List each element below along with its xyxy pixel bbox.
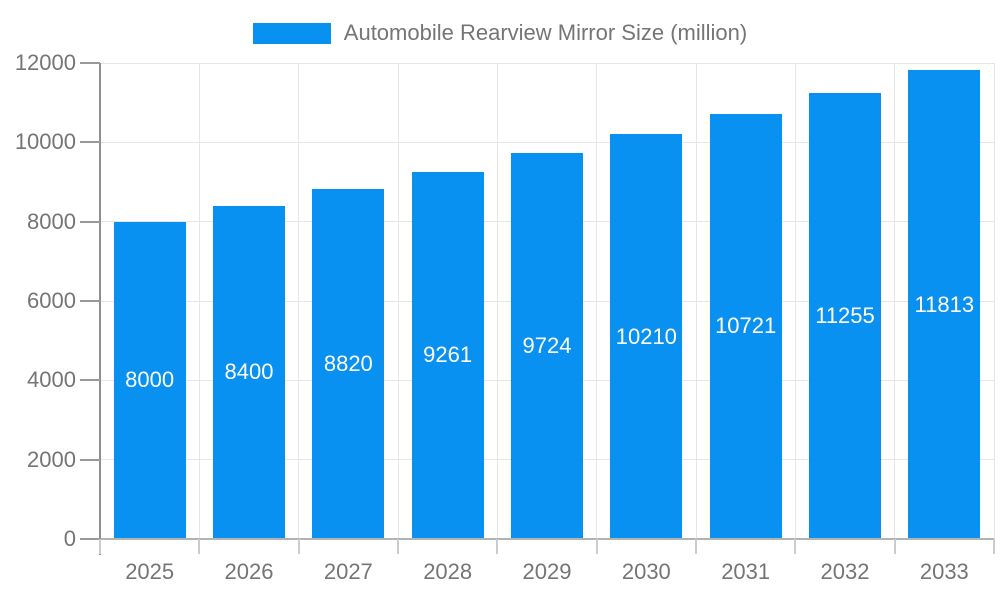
gridline-vertical [496,63,498,539]
y-axis-tick [80,458,100,461]
x-axis-tick-label: 2029 [522,559,572,584]
x-axis-tick [297,539,300,554]
bar[interactable] [610,134,683,539]
gridline-vertical [794,63,796,539]
x-axis-tick [198,539,201,554]
bar-value-label: 10210 [615,323,677,349]
y-axis-tick-label: 10000 [14,129,76,155]
y-axis-tick-label: 4000 [27,367,76,393]
bar-value-label: 9261 [423,342,473,368]
gridline-horizontal [100,141,994,143]
gridline-horizontal [100,62,994,64]
y-axis-tick-label: 0 [63,526,76,551]
gridline-vertical [596,63,598,539]
gridline-vertical [993,63,995,539]
gridline-vertical [198,63,200,539]
x-axis-tick-label: 2032 [820,559,870,584]
bar[interactable] [113,221,186,539]
x-axis-tick [893,539,896,554]
gridline-vertical [298,63,300,539]
bar[interactable] [709,113,782,539]
y-axis-tick [80,220,100,223]
x-axis-tick [496,539,499,554]
y-axis-tick-label: 6000 [27,288,76,313]
x-axis-tick-label: 2026 [224,559,274,584]
bar-value-label: 9724 [522,333,572,359]
legend-label: Automobile Rearview Mirror Size (million… [343,20,748,45]
y-axis-tick-label: 12000 [14,50,76,75]
y-axis-line [99,63,101,555]
legend-swatch [252,22,331,44]
bar[interactable] [908,70,981,539]
gridline-vertical [397,63,399,539]
gridline-vertical [894,63,896,539]
bar-value-label: 11813 [914,291,975,317]
x-axis-tick [397,539,399,554]
bar-value-label: 8000 [125,367,175,393]
gridline-vertical [695,63,697,539]
x-axis-tick-label: 2030 [621,559,671,584]
x-axis-tick-label: 2028 [423,559,473,584]
bar-value-label: 11255 [815,302,875,328]
x-axis-tick [695,539,697,554]
bar-value-label: 8400 [224,359,274,385]
y-axis-tick [80,379,100,382]
x-axis-line [100,538,994,540]
y-axis-tick [80,62,100,64]
bar[interactable] [312,189,385,539]
y-axis-tick [80,300,100,302]
x-axis-tick [99,539,101,554]
legend[interactable]: Automobile Rearview Mirror Size (million… [0,16,1000,50]
y-axis-tick-label: 2000 [27,446,76,472]
x-axis-tick [595,539,598,554]
x-axis-tick-label: 2025 [125,559,175,584]
x-axis-tick-label: 2031 [721,559,771,584]
bar[interactable] [511,153,583,539]
x-axis-tick [993,539,995,554]
bar[interactable] [213,205,285,539]
y-axis-tick [80,538,100,540]
bar[interactable] [411,171,484,539]
bar-value-label: 10721 [715,313,777,339]
x-axis-tick-label: 2033 [919,559,969,584]
bar[interactable] [809,92,881,539]
x-axis-tick [794,539,797,554]
bar-value-label: 8820 [323,351,373,377]
y-axis-tick [80,141,100,144]
y-axis-tick-label: 8000 [27,208,76,234]
x-axis-tick-label: 2027 [323,559,373,584]
